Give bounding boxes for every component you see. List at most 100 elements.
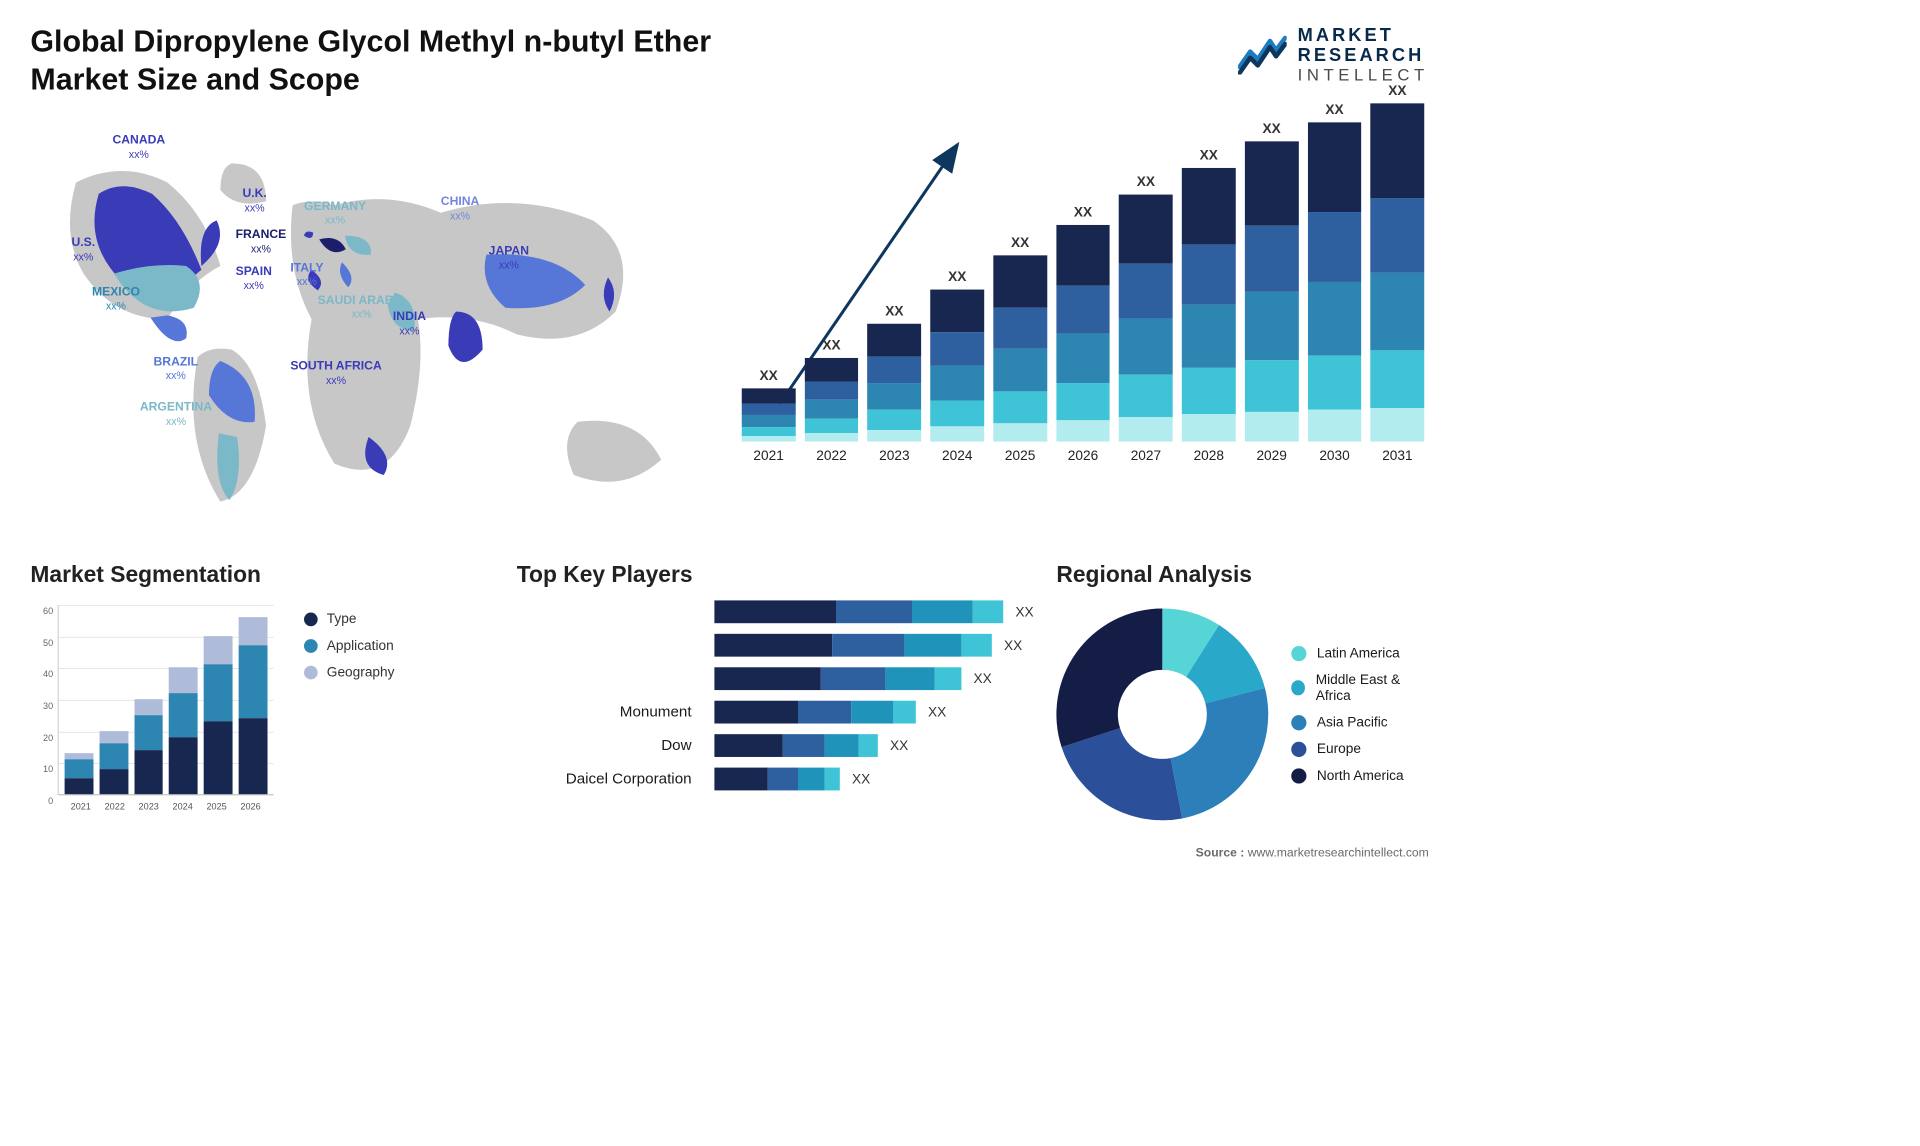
seg-xtick: 2022 (105, 801, 125, 812)
forecast-bar-2028: XX 2028 (1182, 147, 1236, 463)
seg-xtick: 2023 (139, 801, 159, 812)
player-label: Daicel Corporation (517, 768, 692, 791)
region-legend-item: North America (1291, 768, 1429, 784)
forecast-bar-2031: XX 2031 (1371, 83, 1425, 464)
forecast-bar-year: 2023 (879, 448, 909, 464)
region-legend-item: Europe (1291, 741, 1429, 757)
forecast-bar-2024: XX 2024 (930, 269, 984, 464)
player-value: XX (1004, 637, 1022, 653)
seg-ytick: 20 (30, 732, 53, 743)
forecast-bar-value: XX (1137, 174, 1155, 190)
seg-bar-2026 (239, 617, 268, 794)
map-label-u-s-: U.S.xx% (71, 237, 95, 263)
map-label-canada: CANADAxx% (112, 134, 165, 160)
seg-legend-item: Application (304, 638, 394, 654)
seg-ytick: 10 (30, 764, 53, 775)
segmentation-legend: TypeApplicationGeography (304, 600, 394, 813)
logo-line-1: MARKET (1298, 26, 1429, 46)
forecast-bar-value: XX (822, 337, 840, 353)
player-row: XX (714, 768, 1033, 791)
world-map-icon (30, 122, 714, 532)
forecast-bar-value: XX (1200, 147, 1218, 163)
forecast-bar-year: 2029 (1256, 448, 1286, 464)
forecast-bar-year: 2021 (753, 448, 783, 464)
forecast-bar-value: XX (1011, 235, 1029, 251)
seg-ytick: 40 (30, 669, 53, 680)
forecast-bar-2021: XX 2021 (742, 368, 796, 464)
forecast-bar-2026: XX 2026 (1056, 204, 1110, 463)
player-row: XX (714, 634, 1033, 657)
seg-bar-2023 (134, 699, 163, 794)
source-url: www.marketresearchintellect.com (1248, 847, 1429, 860)
brand-logo: MARKET RESEARCH INTELLECT (1238, 26, 1428, 84)
seg-xtick: 2024 (173, 801, 193, 812)
forecast-bar-year: 2024 (942, 448, 972, 464)
regional-title: Regional Analysis (1056, 562, 1428, 588)
forecast-bar-value: XX (760, 368, 778, 384)
map-label-italy: ITALYxx% (290, 261, 323, 287)
player-value: XX (928, 704, 946, 720)
seg-ytick: 0 (30, 796, 53, 807)
forecast-bar-chart: XX2021XX2022XX2023XX2024XX2025XX2026XX20… (737, 122, 1429, 532)
map-label-spain: SPAINxx% (236, 265, 272, 291)
map-label-china: CHINAxx% (441, 195, 480, 221)
forecast-bar-value: XX (1074, 204, 1092, 220)
forecast-bar-year: 2025 (1005, 448, 1035, 464)
seg-legend-item: Type (304, 611, 394, 627)
logo-mark-icon (1238, 35, 1287, 75)
page-title: Global Dipropylene Glycol Methyl n-butyl… (30, 23, 775, 99)
seg-ytick: 50 (30, 637, 53, 648)
forecast-bar-year: 2031 (1382, 448, 1412, 464)
player-label: Dow (517, 734, 692, 757)
seg-xtick: 2021 (71, 801, 91, 812)
forecast-bar-value: XX (948, 269, 966, 285)
player-value: XX (890, 738, 908, 754)
forecast-bar-value: XX (1388, 83, 1406, 99)
regional-donut-chart (1056, 600, 1268, 828)
region-legend-item: Asia Pacific (1291, 714, 1429, 730)
seg-xtick: 2025 (206, 801, 226, 812)
seg-bar-2022 (99, 731, 128, 794)
forecast-bar-2029: XX 2029 (1245, 121, 1299, 464)
players-bars: XX XX XX XX XX XX (714, 600, 1033, 790)
map-label-france: FRANCExx% (236, 228, 287, 254)
player-label: Monument (517, 701, 692, 724)
map-label-u-k-: U.K.xx% (242, 187, 266, 213)
seg-bar-2021 (65, 753, 94, 794)
forecast-bar-2023: XX2023 (868, 303, 922, 463)
map-label-mexico: MEXICOxx% (92, 286, 140, 312)
forecast-bar-value: XX (1263, 121, 1281, 137)
forecast-bar-value: XX (1325, 102, 1343, 118)
player-row: XX (714, 734, 1033, 757)
seg-bar-2025 (204, 636, 233, 794)
player-row: XX (714, 667, 1033, 690)
regional-legend: Latin America Middle East & Africa Asia Pa… (1291, 635, 1429, 795)
player-row: XX (714, 701, 1033, 724)
logo-line-2: RESEARCH (1298, 46, 1429, 66)
source-attribution: Source : www.marketresearchintellect.com (1196, 847, 1429, 861)
segmentation-title: Market Segmentation (30, 562, 494, 588)
forecast-bar-2022: XX 2022 (805, 337, 859, 463)
player-row: XX (714, 600, 1033, 623)
seg-bar-2024 (169, 668, 198, 795)
player-value: XX (1015, 604, 1033, 620)
logo-line-3: INTELLECT (1298, 66, 1429, 84)
forecast-bar-year: 2030 (1319, 448, 1349, 464)
forecast-bar-2025: XX 2025 (993, 235, 1047, 464)
segmentation-chart: 0102030405060 202120222023202420252026 (30, 600, 273, 813)
forecast-bar-2027: XX 2027 (1119, 174, 1173, 464)
map-label-india: INDIAxx% (393, 310, 426, 336)
map-label-japan: JAPANxx% (489, 245, 529, 271)
forecast-bar-year: 2027 (1131, 448, 1161, 464)
player-value: XX (852, 771, 870, 787)
map-label-brazil: BRAZILxx% (154, 356, 199, 382)
forecast-bar-2030: XX 2030 (1308, 102, 1362, 464)
forecast-bar-year: 2028 (1194, 448, 1224, 464)
region-legend-item: Latin America (1291, 645, 1429, 661)
region-legend-item: Middle East & Africa (1291, 672, 1429, 704)
map-label-south-africa: SOUTH AFRICAxx% (290, 360, 381, 386)
players-labels: Monument Dow Daicel Corporation (517, 600, 692, 790)
forecast-bar-year: 2026 (1068, 448, 1098, 464)
map-label-argentina: ARGENTINAxx% (140, 401, 212, 427)
forecast-bar-year: 2022 (816, 448, 846, 464)
